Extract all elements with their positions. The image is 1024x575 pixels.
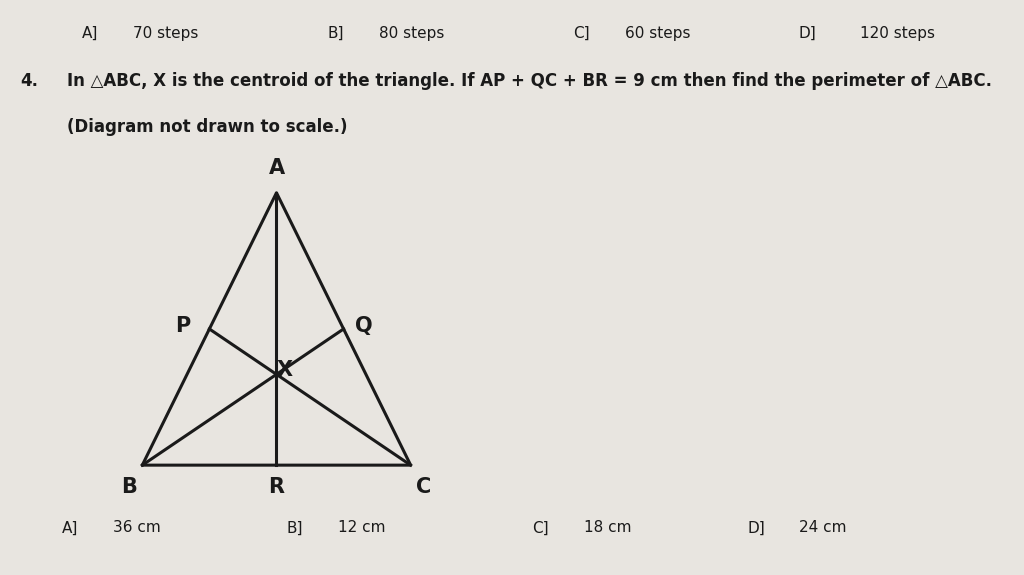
Text: A: A [268, 158, 285, 178]
Text: (Diagram not drawn to scale.): (Diagram not drawn to scale.) [67, 118, 347, 136]
Text: 120 steps: 120 steps [860, 26, 935, 41]
Text: 80 steps: 80 steps [379, 26, 444, 41]
Text: C]: C] [573, 26, 590, 41]
Text: A]: A] [61, 520, 78, 535]
Text: 18 cm: 18 cm [584, 520, 631, 535]
Text: 4.: 4. [20, 72, 39, 90]
Text: Q: Q [355, 316, 373, 336]
Text: A]: A] [82, 26, 98, 41]
Text: C: C [417, 477, 432, 497]
Text: X: X [276, 360, 293, 380]
Text: B]: B] [328, 26, 344, 41]
Text: P: P [175, 316, 190, 336]
Text: 12 cm: 12 cm [338, 520, 385, 535]
Text: 60 steps: 60 steps [625, 26, 690, 41]
Text: In △ABC, X is the centroid of the triangle. If AP + QC + BR = 9 cm then find the: In △ABC, X is the centroid of the triang… [67, 72, 991, 90]
Text: D]: D] [799, 26, 816, 41]
Text: 36 cm: 36 cm [113, 520, 161, 535]
Text: C]: C] [532, 520, 549, 535]
Text: 70 steps: 70 steps [133, 26, 199, 41]
Text: B]: B] [287, 520, 303, 535]
Text: D]: D] [748, 520, 765, 535]
Text: R: R [268, 477, 285, 497]
Text: B: B [121, 477, 137, 497]
Text: 24 cm: 24 cm [799, 520, 846, 535]
